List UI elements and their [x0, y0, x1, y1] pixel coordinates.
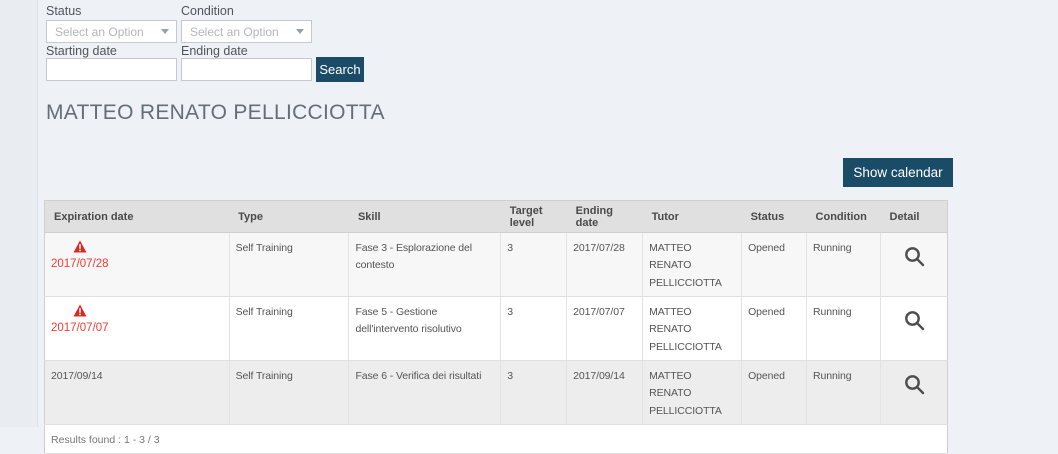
expiration-cell: 2017/07/28 [44, 232, 230, 297]
condition-select[interactable]: Select an Option [181, 20, 312, 43]
detail-button[interactable] [904, 310, 925, 334]
table-row: 2017/09/14 Self Training Fase 6 - Verifi… [44, 360, 948, 425]
expiration-date: 2017/07/28 [51, 258, 109, 270]
results-summary-row: Results found : 1 - 3 / 3 [44, 423, 948, 454]
col-condition: Condition [806, 200, 881, 233]
detail-button[interactable] [904, 246, 925, 270]
warning-icon [73, 240, 87, 253]
detail-button[interactable] [904, 374, 925, 398]
col-status: Status [741, 200, 807, 233]
expiration-cell: 2017/07/07 [44, 296, 230, 361]
starting-date-label: Starting date [46, 44, 117, 58]
status-cell: Opened [741, 296, 808, 361]
status-label: Status [46, 4, 82, 18]
type-cell: Self Training [229, 232, 350, 297]
col-expiration-date: Expiration date [44, 200, 230, 233]
expiration-date: 2017/09/14 [51, 369, 103, 382]
condition-select-placeholder: Select an Option [190, 24, 279, 39]
table-header-row: Expiration date Type Skill Target level … [44, 200, 948, 233]
condition-cell: Running [806, 360, 881, 425]
starting-date-input[interactable] [46, 58, 177, 81]
results-table: Expiration date Type Skill Target level … [44, 200, 948, 454]
ending-date-cell: 2017/07/07 [566, 296, 644, 361]
col-ending-date: Ending date [566, 200, 643, 233]
magnifier-icon [904, 247, 924, 267]
warning-icon [73, 304, 87, 317]
condition-cell: Running [806, 232, 881, 297]
tutor-cell: MATTEO RENATO PELLICCIOTTA [642, 296, 743, 361]
ending-date-cell: 2017/07/28 [566, 232, 644, 297]
skill-cell: Fase 3 - Esplorazione del contesto [348, 232, 502, 297]
type-cell: Self Training [229, 296, 350, 361]
page-title: MATTEO RENATO PELLICCIOTTA [46, 101, 385, 124]
target-level-cell: 3 [500, 360, 568, 425]
type-cell: Self Training [229, 360, 350, 425]
status-select-placeholder: Select an Option [55, 24, 144, 39]
search-button[interactable]: Search [316, 57, 364, 82]
expiration-cell: 2017/09/14 [44, 360, 230, 425]
status-select[interactable]: Select an Option [46, 20, 177, 43]
chevron-down-icon [161, 29, 169, 34]
condition-cell: Running [806, 296, 881, 361]
skill-cell: Fase 6 - Verifica dei risultati [348, 360, 502, 425]
ending-date-input[interactable] [181, 58, 312, 81]
col-skill: Skill [348, 200, 501, 233]
col-detail: Detail [880, 200, 948, 233]
detail-cell [880, 296, 948, 361]
col-tutor: Tutor [642, 200, 742, 233]
table-row: 2017/07/07 Self Training Fase 5 - Gestio… [44, 296, 948, 361]
magnifier-icon [904, 374, 924, 395]
show-calendar-button[interactable]: Show calendar [843, 158, 953, 187]
tutor-cell: MATTEO RENATO PELLICCIOTTA [642, 360, 743, 425]
detail-cell [880, 360, 948, 425]
col-type: Type [229, 200, 349, 233]
col-target-level: Target level [500, 200, 567, 233]
ending-date-label: Ending date [181, 44, 248, 58]
status-cell: Opened [741, 232, 808, 297]
skill-cell: Fase 5 - Gestione dell'intervento risolu… [348, 296, 502, 361]
ending-date-cell: 2017/09/14 [566, 360, 644, 425]
table-row: 2017/07/28 Self Training Fase 3 - Esplor… [44, 232, 948, 297]
target-level-cell: 3 [500, 232, 568, 297]
target-level-cell: 3 [500, 296, 568, 361]
condition-label: Condition [181, 4, 234, 18]
detail-cell [880, 232, 948, 297]
status-cell: Opened [741, 360, 808, 425]
page-left-margin [0, 0, 38, 427]
chevron-down-icon [296, 29, 304, 34]
results-found-text: Results found : 1 - 3 / 3 [44, 423, 948, 454]
tutor-cell: MATTEO RENATO PELLICCIOTTA [642, 232, 743, 297]
magnifier-icon [904, 311, 924, 331]
expiration-date: 2017/07/07 [51, 321, 109, 334]
